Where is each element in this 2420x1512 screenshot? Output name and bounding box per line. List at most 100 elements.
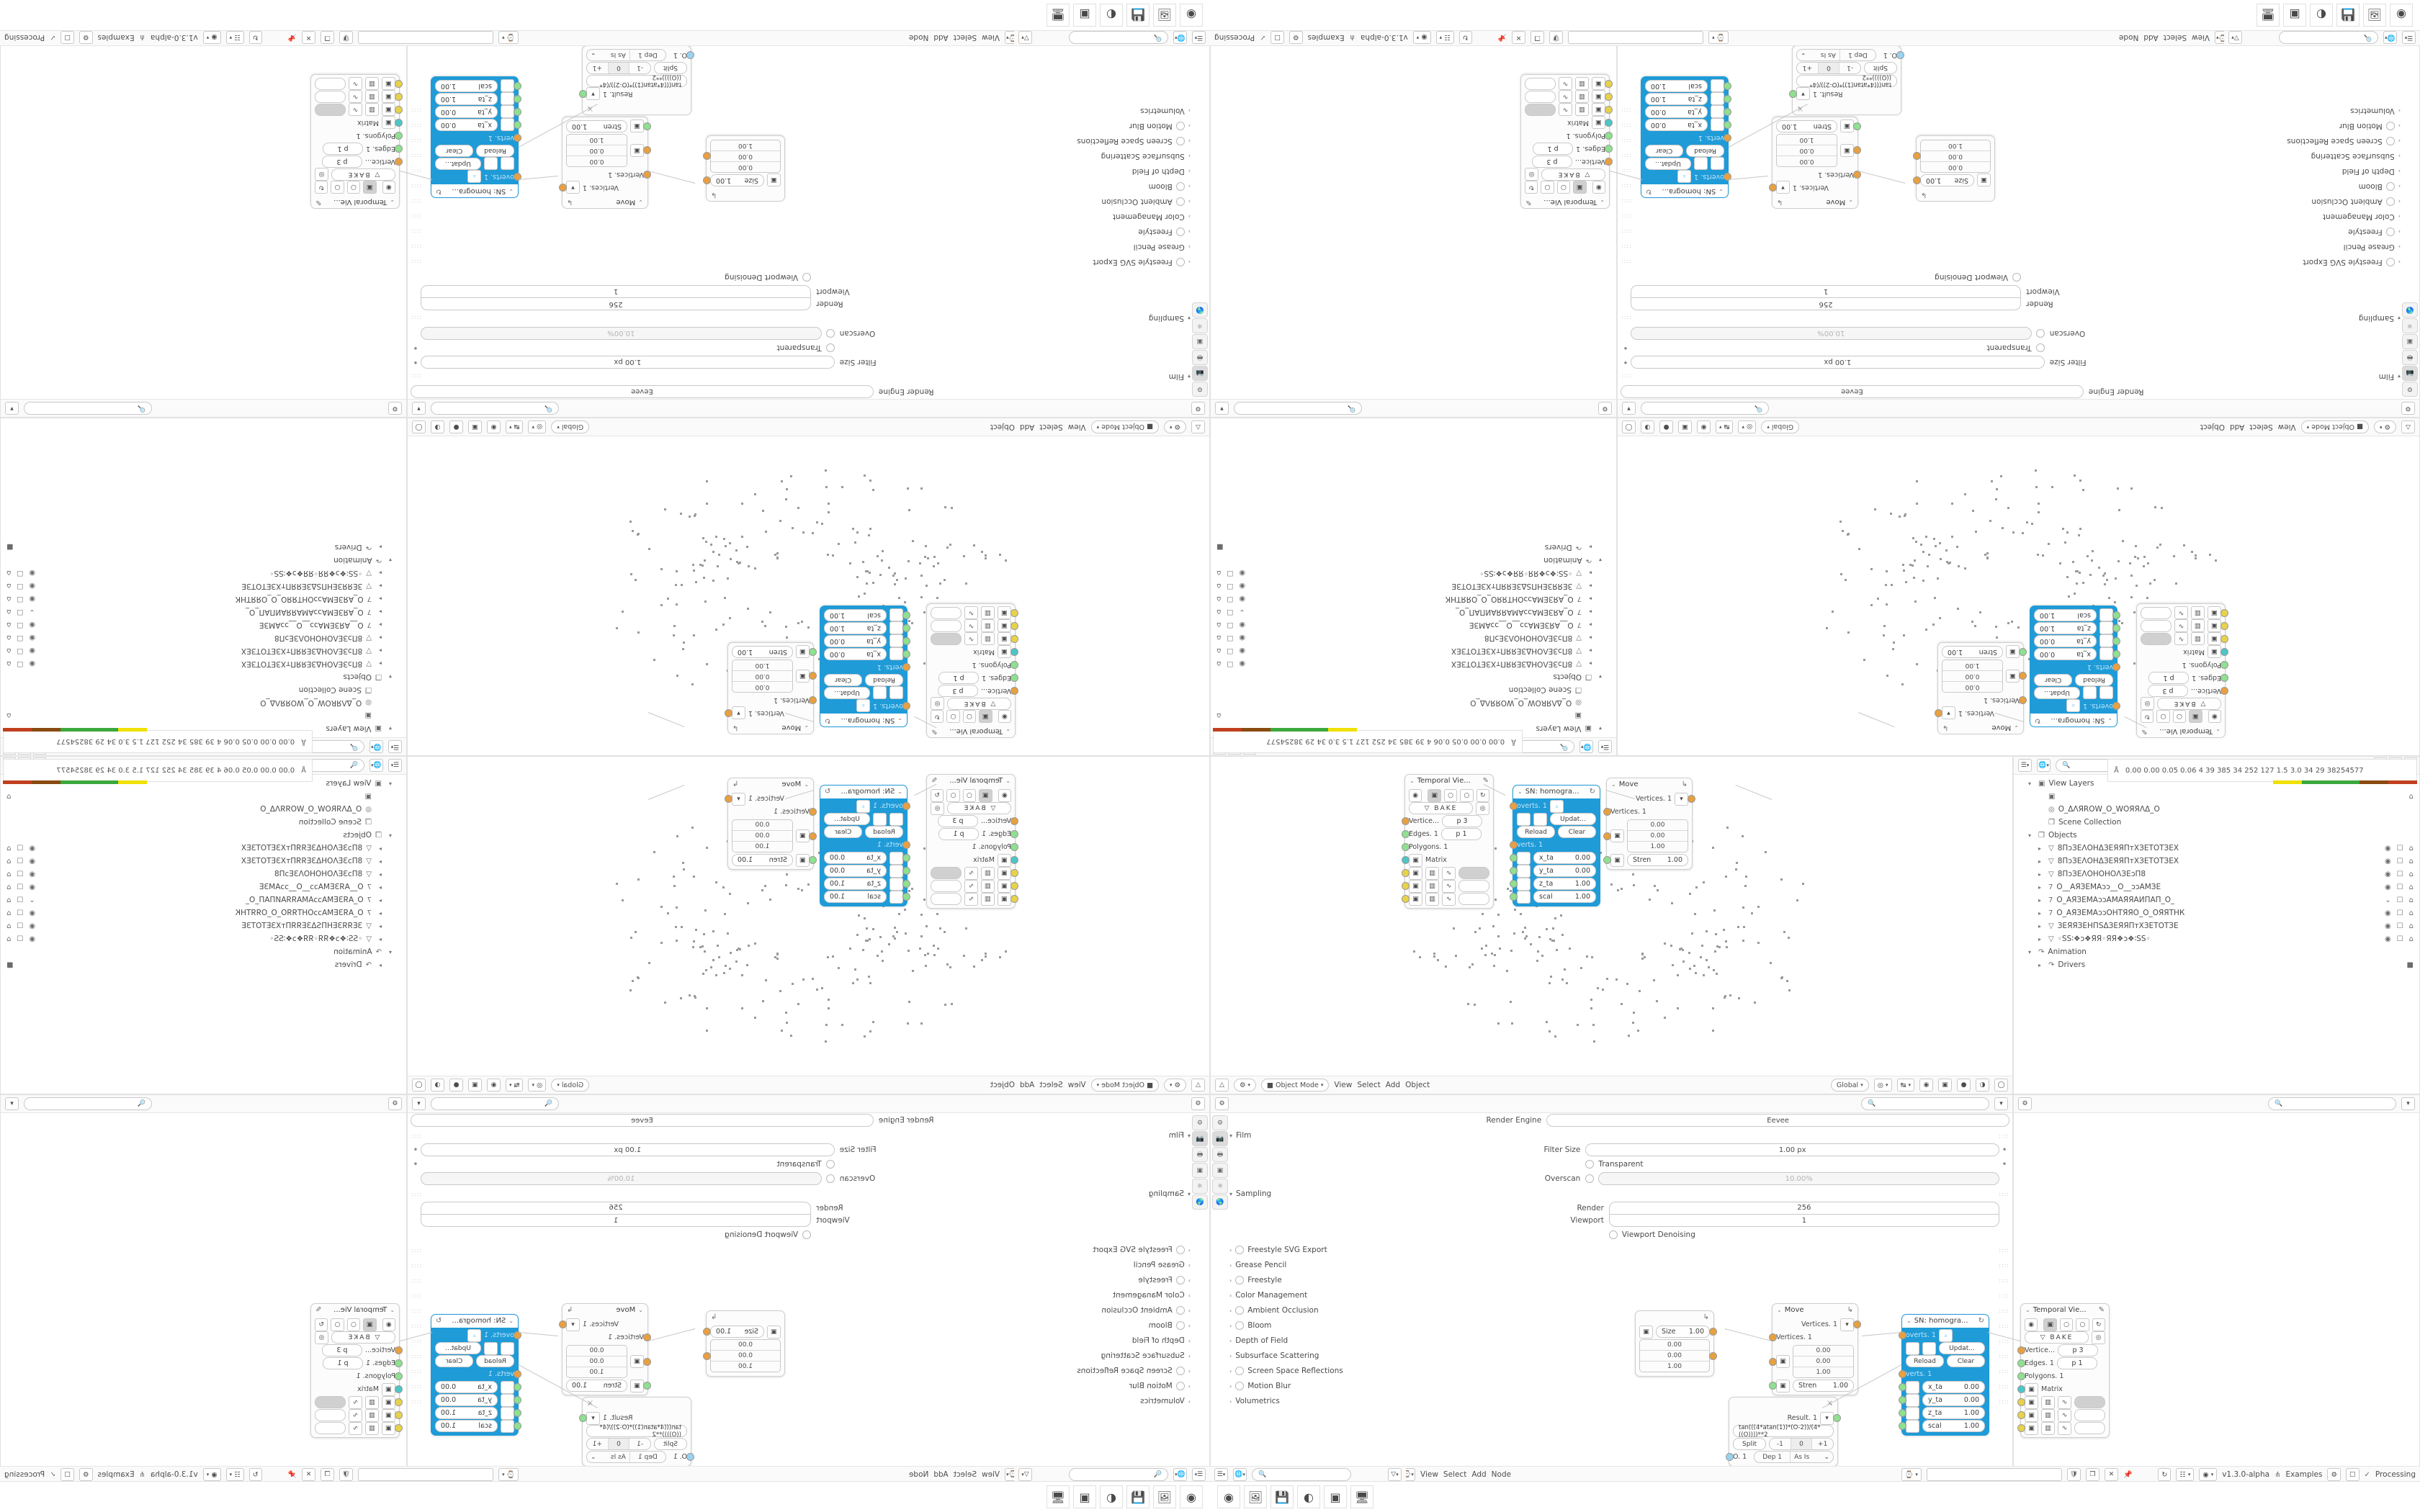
screen-icon[interactable]: ☐ bbox=[17, 870, 23, 878]
outliner-row-3[interactable]: ❐ Scene Collection bbox=[2015, 816, 2418, 829]
node-tree-type-selector[interactable]: ⌚ ▾ bbox=[1708, 31, 1729, 44]
camera-icon[interactable]: ⌂ bbox=[2409, 845, 2414, 852]
proportional-edit-toggle[interactable]: ↹ ▾ bbox=[506, 420, 523, 433]
properties-tab-strip[interactable]: ⚙ 📷 🖶 ▣ ☼ 🌎 bbox=[2402, 302, 2418, 397]
object-mode-selector[interactable]: ■ Object Mode ▾ bbox=[1091, 420, 1159, 433]
sv-update-icon[interactable]: ↻ bbox=[2158, 1468, 2171, 1481]
snap-toggle[interactable]: ◎ ▾ bbox=[1738, 420, 1756, 433]
eye-icon[interactable]: ◉ bbox=[1239, 582, 1245, 590]
node-tree-name-input[interactable] bbox=[358, 1468, 493, 1481]
outliner-row-2[interactable]: ◎ O_ΔΛЯROW_O_WOЯЯΛΔ_O bbox=[2, 803, 405, 816]
save-icon[interactable]: 💾 bbox=[1126, 4, 1150, 27]
eye-icon[interactable]: ◉ bbox=[29, 935, 35, 943]
snap-toggle[interactable]: ◎ ▾ bbox=[1874, 1079, 1892, 1092]
collapsed-section-6[interactable]: › Depth of Field:::: bbox=[1229, 1334, 2009, 1347]
viewport-denoising-checkbox[interactable] bbox=[1609, 1230, 1618, 1239]
sampling-render-field[interactable]: 256 bbox=[1609, 1202, 1999, 1215]
status-search-input[interactable]: 🔍 bbox=[1069, 1468, 1168, 1481]
terminal-icon[interactable]: ▣ bbox=[1073, 4, 1096, 27]
screen-icon[interactable]: ☐ bbox=[17, 582, 23, 590]
eye-icon[interactable]: ◉ bbox=[1239, 634, 1245, 642]
viewport-menu-select[interactable]: Select bbox=[1357, 1081, 1380, 1089]
outliner-row-11[interactable]: ▸ ▽ ЗЕЯЯЗЕНПЅΔЗЕЯЯПтХЗЕТОТЗЕ ◉ ☐ ⌂ bbox=[2015, 919, 2418, 932]
properties-search-input[interactable]: 🔍 bbox=[1641, 402, 1769, 415]
delete-icon[interactable]: ■ bbox=[6, 961, 13, 969]
camera-icon[interactable]: ⌂ bbox=[1216, 582, 1221, 590]
collapsed-section-7[interactable]: › Subsurface Scattering:::: bbox=[1229, 1349, 2009, 1362]
screen-icon[interactable]: ☐ bbox=[1227, 608, 1233, 616]
expand-right-icon[interactable]: ▸ bbox=[375, 858, 382, 865]
chevron-icon[interactable]: ⌄ bbox=[1239, 608, 1245, 616]
properties-editor[interactable]: ⚙ 🔍 ▾ ⚙ 📷 🖶 ▣ ☼ 🌎 Render Engine Eevee ▾ … bbox=[1617, 29, 2420, 418]
camera-icon[interactable]: ⌂ bbox=[6, 570, 11, 577]
collapsed-section-1[interactable]: › Grease Pencil:::: bbox=[411, 240, 1191, 253]
collapsed-section-10[interactable]: › Volumetrics:::: bbox=[1621, 104, 2401, 117]
collapsed-section-7[interactable]: › Subsurface Scattering:::: bbox=[1621, 150, 2401, 163]
duplicate-icon[interactable]: ❐ bbox=[1531, 31, 1544, 44]
viewport-menu-add[interactable]: Add bbox=[1020, 423, 1034, 431]
camera-icon[interactable]: ⌂ bbox=[1216, 660, 1221, 668]
screen-icon[interactable]: ☐ bbox=[17, 570, 23, 577]
collapsed-section-8[interactable]: › Screen Space Reflections:::: bbox=[1229, 1364, 2009, 1377]
outliner-row-13[interactable]: ▾ ↷ Animation bbox=[2015, 945, 2418, 958]
editor-type-properties-icon-2[interactable]: ⚙ bbox=[388, 1097, 402, 1110]
editor-type-icon[interactable]: △ bbox=[1191, 420, 1205, 433]
outliner-row-14[interactable]: ▸ ↷ Drivers ■ bbox=[1212, 541, 1615, 554]
outliner-row-11[interactable]: ▸ ▽ ЗЕЯЯЗЕНПЅΔЗЕЯЯПтХЗЕТОТЗЕ ◉ ☐ ⌂ bbox=[1212, 580, 1615, 593]
outliner-row-13[interactable]: ▾ ↷ Animation bbox=[1212, 554, 1615, 567]
node-menu-add[interactable]: Add bbox=[2143, 33, 2158, 42]
outliner-row-7[interactable]: ▸ ▽ 8ПɔЗЕΛОНОНОΛЗЕɔП8 ◉ ☐ ⌂ bbox=[2015, 868, 2418, 881]
properties-tab-strip[interactable]: ⚙ 📷 🖶 ▣ ☼ 🌎 bbox=[1212, 1115, 1228, 1210]
editor-type-outliner-icon[interactable]: ☰ ▾ bbox=[1598, 740, 1612, 753]
examples-menu[interactable]: Examples bbox=[1308, 33, 1345, 42]
status-scene-icon[interactable]: 🌐 ▾ bbox=[2383, 31, 2397, 44]
camera-icon[interactable]: ⌂ bbox=[6, 896, 11, 904]
section-enable-checkbox[interactable] bbox=[2386, 137, 2395, 145]
secondary-search-input[interactable]: 🔍 bbox=[24, 402, 152, 415]
camera-icon[interactable]: ⌂ bbox=[6, 608, 11, 616]
node-tree-type-selector[interactable]: ⌚ ▾ bbox=[498, 31, 519, 44]
eye-icon[interactable]: ◉ bbox=[2385, 922, 2391, 930]
terminal-icon[interactable]: ▣ bbox=[1324, 1485, 1347, 1508]
render-engine-dropdown[interactable]: Eevee bbox=[411, 1114, 874, 1127]
tab-render[interactable]: 📷 bbox=[2402, 366, 2418, 381]
camera-icon[interactable]: ⌂ bbox=[6, 883, 11, 891]
tab-world[interactable]: 🌎 bbox=[1212, 1194, 1228, 1210]
eye-icon[interactable]: ◉ bbox=[2385, 858, 2391, 865]
outliner-row-3[interactable]: ❐ Scene Collection bbox=[1212, 683, 1615, 696]
section-sampling[interactable]: ▾ Sampling :::: bbox=[1621, 312, 2401, 325]
tab-tool[interactable]: ⚙ bbox=[1192, 1115, 1208, 1130]
outliner-row-12[interactable]: ▸ ▽ ◦ЅЅ∶❖ɔ❖ЯЯ◦ЯЯ❖ɔ❖∶ЅЅ◦ ◉ ☐ ⌂ bbox=[2, 932, 405, 945]
screen-icon[interactable]: ☐ bbox=[17, 896, 23, 904]
tab-tool[interactable]: ⚙ bbox=[1212, 1115, 1228, 1130]
outliner-row-7[interactable]: ▸ ▽ 8ПɔЗЕΛОНОНОΛЗЕɔП8 ◉ ☐ ⌂ bbox=[2, 868, 405, 881]
editor-type-properties-icon[interactable]: ⚙ bbox=[1191, 1097, 1205, 1110]
expand-right-icon[interactable]: ▸ bbox=[1585, 635, 1592, 642]
sampling-viewport-field[interactable]: 1 bbox=[421, 285, 811, 298]
tab-world[interactable]: 🌎 bbox=[1192, 1194, 1208, 1210]
blender-icon[interactable]: ◉ bbox=[1180, 4, 1203, 27]
terminal-icon[interactable]: ▣ bbox=[2283, 4, 2306, 27]
outliner-row-9[interactable]: ▸ ὏7 O_АЯЗЕМАɔɔАМАЯЯАИПАП_O_ ⌄ ☐ ⌂ bbox=[1212, 606, 1615, 618]
outliner-row-10[interactable]: ▸ ὏7 O_АЯЗЕМАɔɔОНТЯЯО_O_OЯЯТHК ◉ ☐ ⌂ bbox=[2, 906, 405, 919]
shading-wire-icon[interactable]: ◯ bbox=[1994, 1079, 2008, 1092]
display-icon[interactable]: 🖥 bbox=[1047, 4, 1070, 27]
collapsed-section-6[interactable]: › Depth of Field:::: bbox=[411, 165, 1191, 178]
filter-size-field[interactable]: 1.00 px bbox=[421, 1143, 835, 1156]
xray-icon[interactable]: ▣ bbox=[1678, 420, 1692, 433]
outliner-row-9[interactable]: ▸ ὏7 O_АЯЗЕМАɔɔАМАЯЯАИПАП_O_ ⌄ ☐ ⌂ bbox=[2, 606, 405, 618]
shading-wire-icon[interactable]: ◯ bbox=[412, 1079, 426, 1092]
sv-grid-icon[interactable]: ☷ ▾ bbox=[226, 31, 244, 44]
outliner-row-6[interactable]: ▸ ▽ 8ПɔЗЕΛОНΔЗЕЯЯПтХЗЕТОТЗЕХ ◉ ☐ ⌂ bbox=[1212, 644, 1615, 657]
duplicate-icon[interactable]: ❐ bbox=[321, 31, 334, 44]
status-filter-icon[interactable]: ▽ ▾ bbox=[1018, 1468, 1032, 1481]
expand-right-icon[interactable]: ▸ bbox=[1585, 661, 1592, 667]
animate-dot-icon[interactable]: • bbox=[1621, 343, 1631, 353]
outliner-row-13[interactable]: ▾ ↷ Animation bbox=[2, 554, 405, 567]
section-enable-checkbox[interactable] bbox=[1235, 1382, 1244, 1390]
fake-user-icon[interactable]: 🛡 bbox=[339, 1468, 353, 1481]
collapsed-section-1[interactable]: › Grease Pencil:::: bbox=[411, 1259, 1191, 1272]
expand-right-icon[interactable]: ▸ bbox=[2038, 962, 2045, 968]
screen-icon[interactable]: ☐ bbox=[1227, 595, 1233, 603]
expand-right-icon[interactable]: ▸ bbox=[375, 884, 382, 891]
